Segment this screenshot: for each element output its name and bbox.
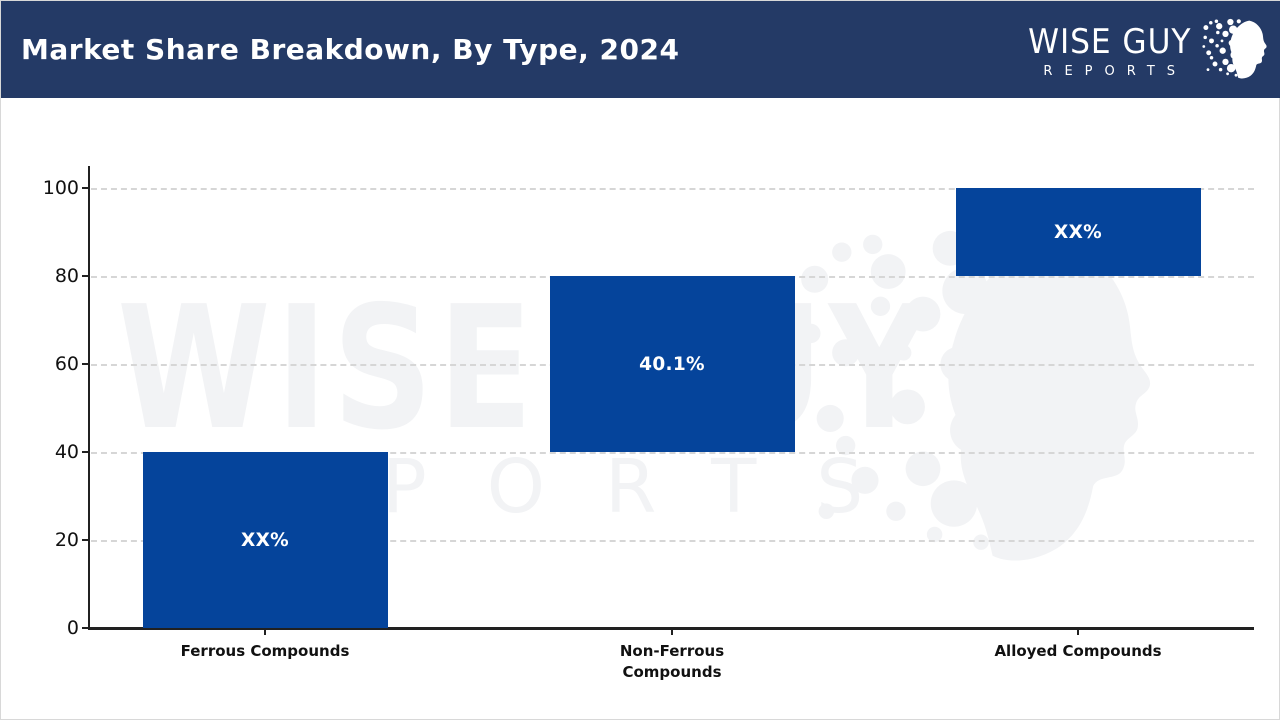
header-bar: Market Share Breakdown, By Type, 2024 WI… bbox=[1, 1, 1280, 98]
bar-1: XX% bbox=[142, 452, 388, 628]
y-tick-label: 80 bbox=[54, 265, 79, 287]
chart-title: Market Share Breakdown, By Type, 2024 bbox=[21, 33, 680, 66]
x-category-label: Alloyed Compounds bbox=[994, 642, 1162, 660]
y-tick-mark bbox=[82, 187, 89, 189]
y-tick-mark bbox=[82, 363, 89, 365]
y-tick-label: 0 bbox=[66, 617, 79, 639]
x-category-label: Non-Ferrous Compounds bbox=[619, 642, 725, 681]
brand-dotted-head-icon bbox=[1201, 10, 1271, 90]
x-tick-mark bbox=[671, 629, 673, 635]
x-category-label: Ferrous Compounds bbox=[180, 642, 350, 660]
y-tick-label: 40 bbox=[54, 441, 79, 463]
x-tick-mark bbox=[1077, 629, 1079, 635]
x-axis-line bbox=[88, 627, 1254, 630]
y-tick-label: 100 bbox=[42, 177, 79, 199]
gridline-20 bbox=[91, 540, 1254, 542]
y-axis-line bbox=[88, 166, 90, 629]
brand-name: WISE GUY bbox=[1028, 21, 1192, 62]
y-tick-mark bbox=[82, 627, 89, 629]
y-tick-mark bbox=[82, 451, 89, 453]
y-tick-mark bbox=[82, 275, 89, 277]
bar-value-label: 40.1% bbox=[639, 353, 705, 375]
gridline-100 bbox=[91, 188, 1254, 190]
y-tick-label: 20 bbox=[54, 529, 79, 551]
gridline-40 bbox=[91, 452, 1254, 454]
brand-logo: WISE GUY REPORTS bbox=[1021, 7, 1271, 93]
bar-value-label: XX% bbox=[1054, 221, 1102, 243]
bar-2: 40.1% bbox=[549, 276, 795, 452]
x-tick-mark bbox=[264, 629, 266, 635]
bar-value-label: XX% bbox=[241, 529, 289, 551]
y-tick-mark bbox=[82, 539, 89, 541]
bar-3: XX% bbox=[955, 188, 1201, 276]
y-tick-label: 60 bbox=[54, 353, 79, 375]
brand-subtitle: REPORTS bbox=[1043, 63, 1188, 79]
brand-wordmark: WISE GUY REPORTS bbox=[1021, 22, 1199, 79]
